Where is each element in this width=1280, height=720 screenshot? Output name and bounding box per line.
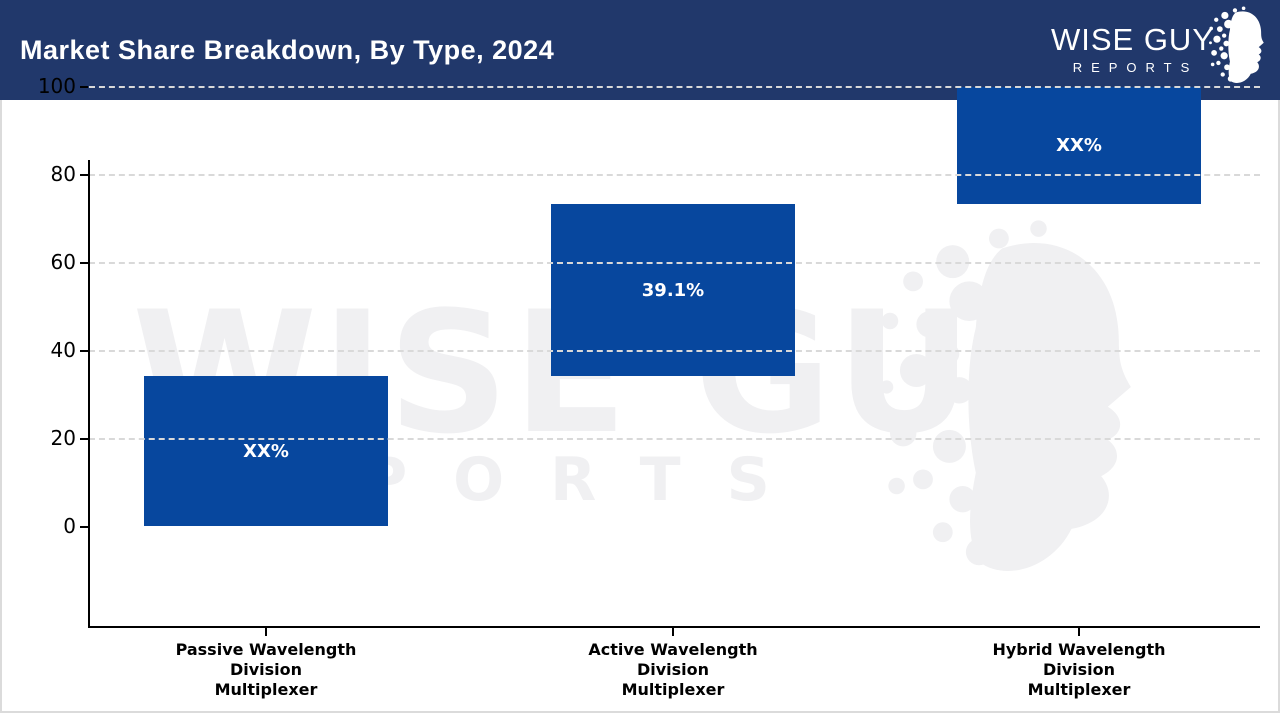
bar-segment: 39.1% (551, 204, 795, 377)
y-axis-tick-label: 100 (37, 74, 76, 99)
x-axis-category-line: Division (1042, 660, 1116, 679)
chart-title: Market Share Breakdown, By Type, 2024 (20, 34, 555, 65)
x-axis-tick (265, 628, 267, 636)
y-axis (88, 160, 90, 628)
logo-subtitle: REPORTS (1072, 60, 1199, 75)
x-axis-tick (672, 628, 674, 636)
x-axis-category-line: Division (636, 660, 710, 679)
x-axis-category-line: Multiplexer (621, 680, 725, 699)
y-axis-tick (80, 437, 88, 440)
brand-logo: WISE GUY REPORTS (1012, 0, 1272, 100)
bar-segment: XX% (957, 87, 1201, 205)
x-axis-category-line: Active Wavelength (588, 640, 758, 659)
y-axis-tick-label: 20 (50, 425, 76, 450)
x-axis-category-line: Multiplexer (1027, 680, 1131, 699)
logo-text: WISE GUY REPORTS (1051, 22, 1214, 75)
chart-area: WISE GUY REPORTS XX% 39.1% XX% 0 20 40 60 80 100… (0, 74, 1280, 713)
bar-value-label: 39.1% (641, 279, 705, 301)
bar-segment: XX% (144, 376, 388, 527)
x-axis-tick (1078, 628, 1080, 636)
bar-value-label: XX% (243, 440, 289, 462)
gridline (89, 349, 1260, 352)
gridline (89, 437, 1260, 440)
y-axis-tick (80, 349, 88, 352)
x-axis-category-line: Hybrid Wavelength (992, 640, 1166, 659)
x-axis-category-line: Passive Wavelength (175, 640, 357, 659)
watermark-face-icon (880, 220, 1131, 571)
gridline (89, 261, 1260, 264)
bar-value-label: XX% (1056, 135, 1102, 157)
logo-wordmark: WISE GUY (1050, 22, 1214, 57)
x-axis-category-line: Multiplexer (214, 680, 318, 699)
x-axis-category-label: Passive Wavelength Division Multiplexer (106, 640, 426, 700)
header-bar: Market Share Breakdown, By Type, 2024 WI… (0, 0, 1280, 100)
y-axis-tick (80, 86, 88, 89)
gridline (89, 86, 1260, 89)
gridline (89, 173, 1260, 176)
y-axis-tick (80, 173, 88, 176)
y-axis-tick-label: 0 (63, 513, 76, 538)
x-axis-category-label: Active Wavelength Division Multiplexer (513, 640, 833, 700)
y-axis-tick-label: 60 (50, 249, 76, 274)
y-axis-tick-label: 40 (50, 337, 76, 362)
y-axis-tick (80, 525, 88, 528)
logo-face-icon (1209, 6, 1264, 83)
x-axis (88, 626, 1260, 628)
y-axis-tick (80, 261, 88, 264)
x-axis-category-label: Hybrid Wavelength Division Multiplexer (919, 640, 1239, 700)
y-axis-tick-label: 80 (50, 161, 76, 186)
x-axis-category-line: Division (229, 660, 303, 679)
